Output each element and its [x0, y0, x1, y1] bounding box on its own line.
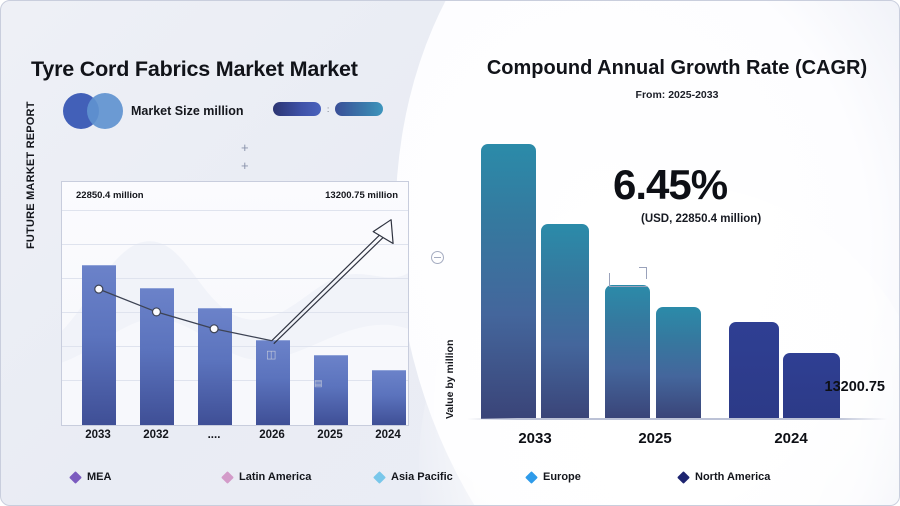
legend-item-mea[interactable]: MEA: [69, 470, 223, 484]
region-legend: MEA Latin America Asia Pacific Europe No…: [1, 470, 899, 484]
legend-item-latin-america[interactable]: Latin America: [221, 470, 375, 484]
cagr-range: From: 2025-2033: [635, 89, 719, 101]
rbar-2024-secondary: [783, 353, 840, 419]
right-x-tick-2033: 2033: [518, 430, 552, 447]
legend-label-latin-america: Latin America: [239, 471, 312, 483]
bar-2024: [372, 370, 406, 425]
diamond-icon-latin-america: [221, 470, 234, 484]
diamond-icon-mea: [69, 470, 82, 484]
rbar-2024-primary: [729, 322, 779, 419]
plus-icon-2: +: [241, 158, 249, 173]
legend-item-asia-pacific[interactable]: Asia Pacific: [373, 470, 527, 484]
cagr-value: 6.45%: [613, 161, 728, 208]
bracket-mark-left: [609, 273, 647, 287]
diamond-icon-asia-pacific: [373, 470, 386, 484]
cagr-title: Compound Annual Growth Rate (CAGR): [486, 57, 868, 79]
left-chart-trend-line: [94, 219, 394, 345]
x-tick-2025: 2025: [317, 429, 343, 441]
legend-label-north-america: North America: [695, 471, 771, 483]
left-chart-plot-area: 22850.4 million 13200.75 million ◫ ▤: [61, 181, 409, 426]
brand-row: Market Size million: [63, 93, 244, 129]
plus-icon-1: +: [241, 140, 249, 155]
left-panel: Tyre Cord Fabrics Market Market Market S…: [1, 1, 456, 505]
bracket-mark-right: [639, 267, 647, 279]
circle-minus-icon: [431, 251, 444, 264]
legend-label-europe: Europe: [543, 471, 581, 483]
rbar-2033-secondary: [541, 224, 589, 419]
y-axis-label-left: FUTURE MARKET REPORT: [25, 101, 37, 249]
brand-logo-icon: [63, 93, 125, 129]
legend-pill-separator: :: [327, 104, 330, 114]
x-tick-2026: 2026: [259, 429, 285, 441]
rbar-2033-primary: [481, 144, 536, 419]
right-x-tick-2024: 2024: [774, 430, 808, 447]
right-x-tick-2025: 2025: [638, 430, 672, 447]
diamond-icon-north-america: [677, 470, 690, 484]
x-tick-2024: 2024: [375, 429, 401, 441]
page-title: Tyre Cord Fabrics Market Market: [31, 57, 358, 81]
brand-label: Market Size million: [131, 104, 244, 118]
legend-pill-primary: [273, 102, 321, 116]
legend-label-asia-pacific: Asia Pacific: [391, 471, 453, 483]
right-panel: Compound Annual Growth Rate (CAGR) From:…: [453, 1, 899, 505]
growth-arrow-icon: [271, 219, 394, 345]
start-value-label: 22850.4 million: [76, 190, 144, 201]
ghost-table-icon: ◫: [266, 349, 277, 361]
right-chart-bars: [453, 1, 899, 505]
rbar-2025-secondary: [656, 307, 701, 419]
rbar-2025-primary: [605, 285, 650, 419]
end-value-label: 13200.75 million: [325, 190, 398, 201]
diamond-icon-europe: [525, 470, 538, 484]
bar-2025: [314, 355, 348, 425]
x-tick-2033: 2033: [85, 429, 111, 441]
legend-item-north-america[interactable]: North America: [677, 470, 831, 484]
right-end-value-label: 13200.75: [824, 379, 885, 395]
left-chart-x-axis: 2033 2032 .... 2026 2025 2024: [61, 429, 409, 449]
legend-item-europe[interactable]: Europe: [525, 470, 679, 484]
bar-2026: [256, 340, 290, 425]
cagr-basis: (USD, 22850.4 million): [641, 213, 762, 225]
legend-label-mea: MEA: [87, 471, 112, 483]
left-chart-bars: [62, 182, 408, 425]
right-chart-baseline: [467, 418, 887, 420]
legend-pill-secondary: [335, 102, 384, 116]
x-tick-dots: ....: [207, 429, 221, 441]
x-tick-2032: 2032: [143, 429, 169, 441]
ghost-chart-icon: ▤: [314, 378, 323, 388]
pill-legend: :: [273, 102, 384, 116]
